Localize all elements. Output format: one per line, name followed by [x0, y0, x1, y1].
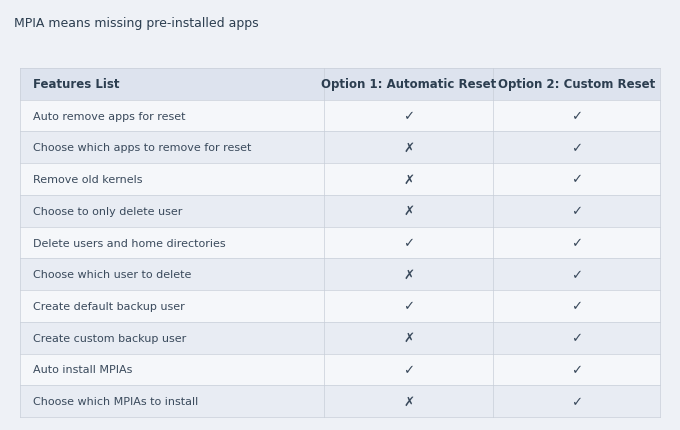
Text: Create default backup user: Create default backup user	[33, 301, 184, 311]
Text: Create custom backup user: Create custom backup user	[33, 333, 186, 343]
Text: ✓: ✓	[571, 300, 582, 313]
Text: ✓: ✓	[571, 332, 582, 344]
Text: ✓: ✓	[403, 300, 414, 313]
Text: ✗: ✗	[403, 395, 414, 408]
Text: Delete users and home directories: Delete users and home directories	[33, 238, 225, 248]
Text: Auto remove apps for reset: Auto remove apps for reset	[33, 111, 185, 121]
Text: ✓: ✓	[571, 205, 582, 218]
Text: ✓: ✓	[571, 110, 582, 123]
Text: Choose which user to delete: Choose which user to delete	[33, 270, 191, 280]
Text: ✗: ✗	[403, 173, 414, 186]
Text: ✓: ✓	[571, 363, 582, 376]
Text: Features List: Features List	[33, 78, 119, 91]
Text: ✗: ✗	[403, 268, 414, 281]
Text: Remove old kernels: Remove old kernels	[33, 175, 142, 184]
Text: Choose to only delete user: Choose to only delete user	[33, 206, 182, 216]
Text: Option 2: Custom Reset: Option 2: Custom Reset	[498, 78, 655, 91]
Text: ✓: ✓	[571, 237, 582, 249]
Text: ✓: ✓	[403, 363, 414, 376]
Text: ✓: ✓	[571, 173, 582, 186]
Text: Choose which apps to remove for reset: Choose which apps to remove for reset	[33, 143, 251, 153]
Text: ✓: ✓	[571, 395, 582, 408]
Text: ✓: ✓	[403, 237, 414, 249]
Text: MPIA means missing pre-installed apps: MPIA means missing pre-installed apps	[14, 17, 258, 30]
Text: ✓: ✓	[403, 110, 414, 123]
Text: ✗: ✗	[403, 332, 414, 344]
Text: ✓: ✓	[571, 141, 582, 154]
Text: ✓: ✓	[571, 268, 582, 281]
Text: ✗: ✗	[403, 141, 414, 154]
Text: ✗: ✗	[403, 205, 414, 218]
Text: Option 1: Automatic Reset: Option 1: Automatic Reset	[321, 78, 496, 91]
Text: Choose which MPIAs to install: Choose which MPIAs to install	[33, 396, 198, 406]
Text: Auto install MPIAs: Auto install MPIAs	[33, 365, 132, 375]
